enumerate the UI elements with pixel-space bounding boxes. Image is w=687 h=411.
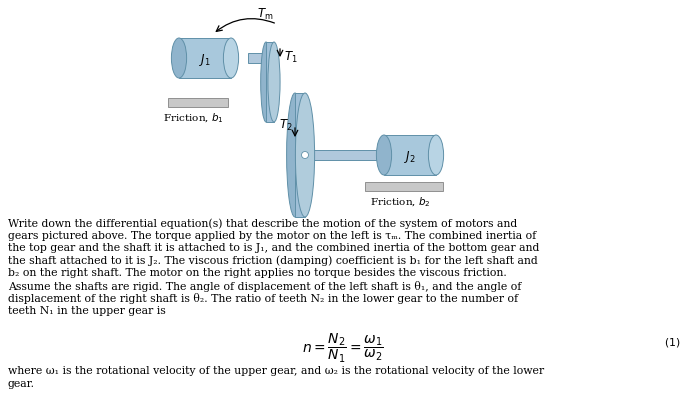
Text: the shaft attached to it is J₂. The viscous friction (damping) coefficient is b₁: the shaft attached to it is J₂. The visc… xyxy=(8,256,538,266)
Ellipse shape xyxy=(260,42,271,122)
Text: gears pictured above. The torque applied by the motor on the left is τₘ. The com: gears pictured above. The torque applied… xyxy=(8,231,537,240)
Ellipse shape xyxy=(376,135,392,175)
Bar xyxy=(179,38,231,78)
Text: $(1)$: $(1)$ xyxy=(664,335,680,349)
Ellipse shape xyxy=(223,38,238,78)
Ellipse shape xyxy=(295,93,315,217)
Ellipse shape xyxy=(286,93,304,217)
Text: $T_1$: $T_1$ xyxy=(284,50,297,65)
Bar xyxy=(365,182,443,191)
Text: the top gear and the shaft it is attached to is J₁, and the combined inertia of : the top gear and the shaft it is attache… xyxy=(8,243,539,253)
Text: teeth N₁ in the upper gear is: teeth N₁ in the upper gear is xyxy=(8,305,166,316)
Bar xyxy=(295,93,305,217)
Text: b₂ on the right shaft. The motor on the right applies no torque besides the visc: b₂ on the right shaft. The motor on the … xyxy=(8,268,507,278)
Bar xyxy=(384,135,436,175)
Bar xyxy=(266,42,274,122)
Text: Write down the differential equation(s) that describe the motion of the system o: Write down the differential equation(s) … xyxy=(8,218,517,229)
Bar xyxy=(168,98,228,107)
Text: $J_2$: $J_2$ xyxy=(404,149,416,165)
Text: $J_1$: $J_1$ xyxy=(199,52,211,68)
Ellipse shape xyxy=(302,152,308,159)
Text: $T_{\mathrm{m}}$: $T_{\mathrm{m}}$ xyxy=(257,7,273,22)
Text: where ω₁ is the rotational velocity of the upper gear, and ω₂ is the rotational : where ω₁ is the rotational velocity of t… xyxy=(8,366,544,376)
Text: gear.: gear. xyxy=(8,379,35,388)
Text: $T_2$: $T_2$ xyxy=(279,118,293,133)
Text: Assume the shafts are rigid. The angle of displacement of the left shaft is θ₁, : Assume the shafts are rigid. The angle o… xyxy=(8,280,521,291)
Text: displacement of the right shaft is θ₂. The ratio of teeth N₂ in the lower gear t: displacement of the right shaft is θ₂. T… xyxy=(8,293,518,304)
Bar xyxy=(248,53,264,63)
Ellipse shape xyxy=(171,38,187,78)
Ellipse shape xyxy=(429,135,444,175)
Bar xyxy=(310,150,385,160)
Text: $n = \dfrac{N_2}{N_1} = \dfrac{\omega_1}{\omega_2}$: $n = \dfrac{N_2}{N_1} = \dfrac{\omega_1}… xyxy=(302,332,384,365)
Text: Friction, $b_2$: Friction, $b_2$ xyxy=(370,195,431,209)
Text: Friction, $b_1$: Friction, $b_1$ xyxy=(163,111,224,125)
Ellipse shape xyxy=(268,42,280,122)
